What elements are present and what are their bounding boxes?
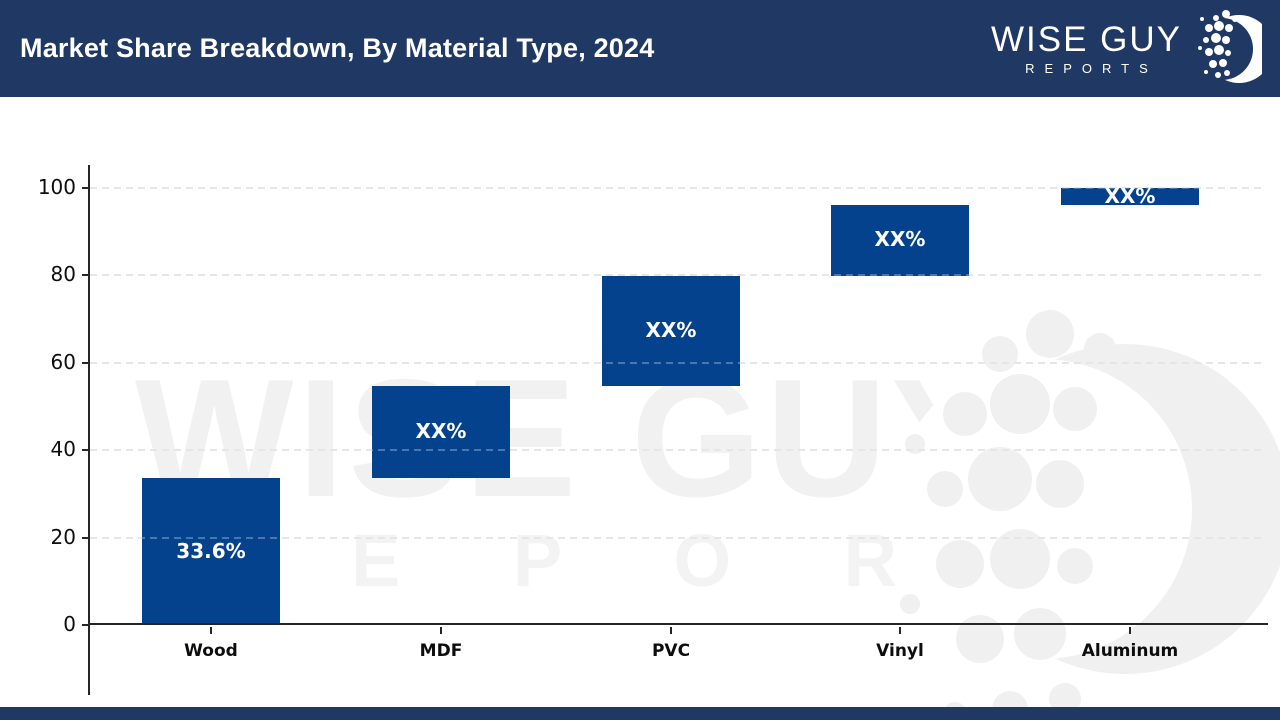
x-tick-mdf xyxy=(440,627,442,634)
gridline-overlay-60 xyxy=(90,361,1266,364)
bar-mdf xyxy=(372,385,510,479)
x-tick-label-wood: Wood xyxy=(184,641,238,661)
watermark: WISE GUY R E P O R T S xyxy=(0,194,1280,720)
gridline-80 xyxy=(90,274,1266,277)
logo-subtitle: REPORTS xyxy=(1025,61,1158,76)
y-tick-80 xyxy=(82,274,89,277)
y-tick-label-20: 20 xyxy=(50,524,76,549)
x-tick-pvc xyxy=(670,627,672,634)
x-tick-vinyl xyxy=(899,627,901,634)
y-tick-label-60: 60 xyxy=(50,349,76,374)
x-tick-aluminum xyxy=(1129,627,1131,634)
gridline-100 xyxy=(90,186,1266,189)
x-tick-label-pvc: PVC xyxy=(651,641,691,661)
bar-aluminum xyxy=(1061,187,1199,206)
bar-label-aluminum: XX% xyxy=(1104,183,1156,208)
gridline-overlay-80 xyxy=(90,274,1266,277)
gridline-overlay-100 xyxy=(90,186,1266,189)
logo: WISE GUY REPORTS xyxy=(991,6,1262,92)
x-axis-line xyxy=(88,623,1268,625)
y-tick-0 xyxy=(82,624,89,626)
bar-label-mdf: XX% xyxy=(415,418,467,443)
logo-head-icon xyxy=(1191,10,1262,83)
bar-label-wood: 33.6% xyxy=(176,538,246,563)
x-tick-label-mdf: MDF xyxy=(419,641,463,661)
bar-label-vinyl: XX% xyxy=(874,227,926,252)
gridline-40 xyxy=(90,449,1266,452)
y-tick-20 xyxy=(82,536,89,539)
header-bar: Market Share Breakdown, By Material Type… xyxy=(0,0,1280,97)
x-tick-wood xyxy=(210,627,212,634)
gridline-20 xyxy=(90,536,1266,539)
bar-wood xyxy=(142,478,280,625)
y-tick-40 xyxy=(82,449,89,452)
y-tick-label-0: 0 xyxy=(63,612,76,636)
y-axis-line xyxy=(88,165,90,695)
logo-text: WISE GUY REPORTS xyxy=(991,22,1182,76)
y-tick-label-40: 40 xyxy=(50,437,76,462)
x-tick-label-vinyl: Vinyl xyxy=(876,641,924,661)
footer-bar xyxy=(0,707,1280,720)
logo-wordmark: WISE GUY xyxy=(990,20,1182,59)
y-tick-label-80: 80 xyxy=(50,262,76,287)
x-tick-label-aluminum: Aluminum xyxy=(1081,641,1179,661)
watermark-head-icon xyxy=(892,310,1280,720)
gridline-overlay-40 xyxy=(90,449,1266,452)
y-tick-60 xyxy=(82,361,89,364)
chart-area: WISE GUY R E P O R T S 0 20 40 60 80 100 33.6%… xyxy=(0,97,1280,720)
y-tick-100 xyxy=(82,186,89,189)
bar-pvc xyxy=(602,275,740,386)
gridline-overlay-20 xyxy=(90,536,1266,539)
y-tick-label-100: 100 xyxy=(37,174,76,199)
page-title: Market Share Breakdown, By Material Type… xyxy=(20,33,655,63)
bar-label-pvc: XX% xyxy=(645,317,697,342)
bar-vinyl xyxy=(831,205,969,276)
